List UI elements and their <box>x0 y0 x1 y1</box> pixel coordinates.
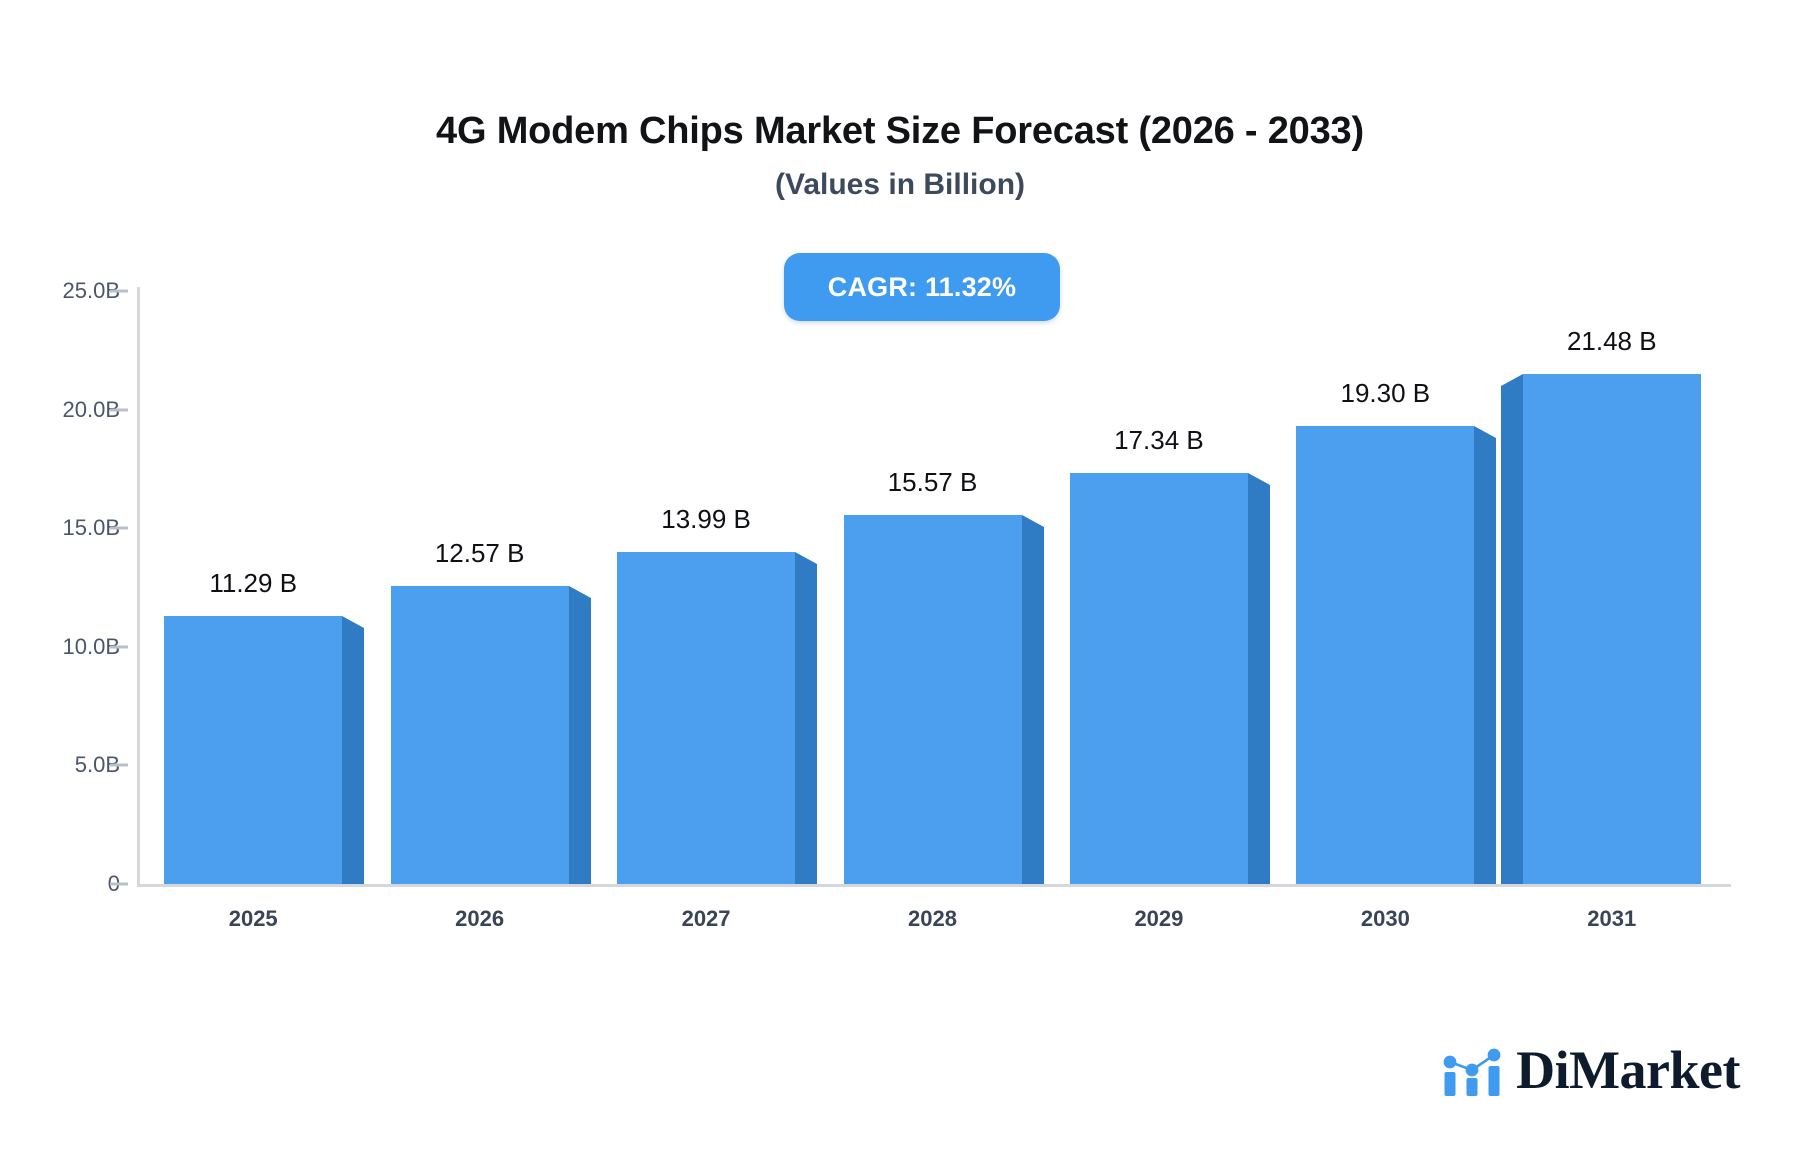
bar-value-label: 21.48 B <box>1566 326 1657 357</box>
bar-side-face <box>1500 386 1523 884</box>
bar-front-face <box>617 552 796 884</box>
bar-top-bevel <box>1247 472 1270 485</box>
bar-side-face <box>1247 484 1270 884</box>
bar-top-bevel <box>1474 426 1497 439</box>
bar-2030 <box>1296 426 1497 884</box>
y-axis-tick-label: 5.0B <box>74 752 120 778</box>
y-axis-tick-label: 15.0B <box>62 515 121 541</box>
bar-value-label: 11.29 B <box>209 568 298 599</box>
bar-top-bevel <box>1500 374 1523 387</box>
x-axis-line <box>137 884 1731 887</box>
bar-front-face <box>1522 374 1701 884</box>
cagr-badge: CAGR: 11.32% <box>784 253 1060 321</box>
x-axis-tick-label: 2030 <box>1360 906 1410 931</box>
y-axis-tick-mark <box>110 882 128 886</box>
dimarket-logo: DiMarket <box>1442 1042 1740 1098</box>
logo-wordmark: DiMarket <box>1516 1040 1740 1100</box>
x-axis-tick-label: 2031 <box>1587 906 1637 931</box>
y-axis-tick-mark <box>110 763 128 767</box>
y-axis-tick-mark <box>110 645 128 649</box>
bar-2029 <box>1069 472 1270 884</box>
bar-value-label: 13.99 B <box>661 504 751 535</box>
bar-chart-logo-icon <box>1443 1048 1501 1096</box>
y-axis-tick-label: 0 <box>0 871 120 897</box>
y-axis-tick-label: 25.0B <box>62 278 121 303</box>
bar-value-label: 15.57 B <box>887 466 978 497</box>
chart-title: 4G Modem Chips Market Size Forecast (202… <box>436 110 1364 152</box>
bar-2028 <box>843 514 1044 884</box>
bar-2026 <box>390 585 591 884</box>
y-axis-tick-mark <box>110 408 128 412</box>
bar-value-label: 12.57 B <box>434 537 525 568</box>
bar-2027 <box>617 552 818 884</box>
bar-2025 <box>164 616 365 884</box>
bar-top-bevel <box>568 585 591 598</box>
bar-top-bevel <box>1021 514 1044 527</box>
y-axis-tick-label: 10.0B <box>62 633 121 659</box>
bar-value-label: 19.30 B <box>1340 378 1431 409</box>
bar-2031 <box>1500 374 1701 884</box>
bar-side-face <box>1021 526 1044 884</box>
x-axis-tick-label: 2028 <box>908 906 957 931</box>
x-axis-tick-label: 2027 <box>681 906 731 931</box>
y-axis-tick-mark <box>110 526 128 530</box>
bar-front-face <box>843 514 1022 884</box>
bar-top-bevel <box>795 552 818 565</box>
bar-side-face <box>795 564 818 884</box>
bar-front-face <box>1296 426 1475 884</box>
bar-front-face <box>390 585 569 884</box>
bar-front-face <box>164 616 343 884</box>
x-axis-tick-label: 2026 <box>455 906 505 931</box>
x-axis-tick-label: 2029 <box>1134 906 1184 931</box>
bar-side-face <box>568 597 591 884</box>
bar-front-face <box>1069 472 1248 884</box>
chart-subtitle: (Values in Billion) <box>774 168 1026 201</box>
bar-side-face <box>342 628 365 884</box>
y-axis-line <box>137 287 140 887</box>
x-axis-tick-label: 2025 <box>228 906 278 931</box>
cagr-badge-label: CAGR: 11.32% <box>827 271 1017 302</box>
bar-value-label: 17.34 B <box>1114 424 1204 455</box>
y-axis-tick-label: 20.0B <box>62 396 121 422</box>
bar-side-face <box>1474 438 1497 884</box>
y-axis-tick-mark <box>110 289 128 293</box>
bar-top-bevel <box>342 616 365 629</box>
